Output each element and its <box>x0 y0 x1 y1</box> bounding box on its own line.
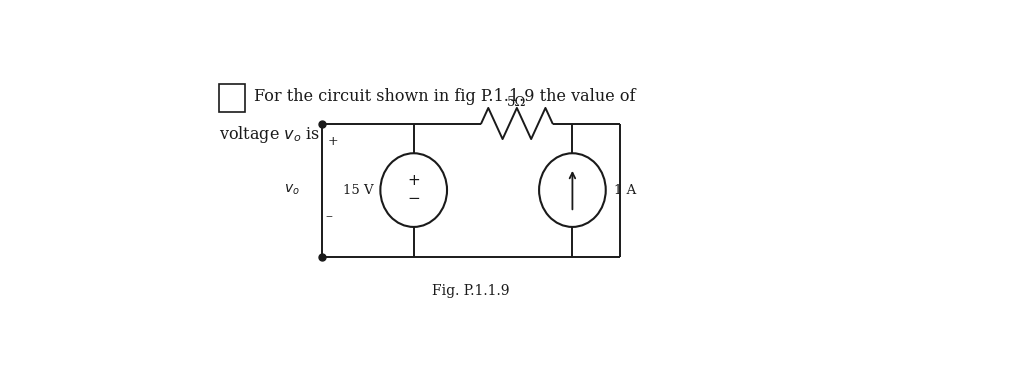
Text: voltage $v_o$ is: voltage $v_o$ is <box>219 124 321 145</box>
Text: $v_o$: $v_o$ <box>285 183 300 197</box>
Text: −: − <box>408 191 420 205</box>
Text: Fig. P.1.1.9: Fig. P.1.1.9 <box>432 284 510 298</box>
Bar <box>219 84 245 112</box>
Text: +: + <box>328 135 338 148</box>
Text: –: – <box>326 209 333 223</box>
Text: For the circuit shown in fig P.1.1.9 the value of: For the circuit shown in fig P.1.1.9 the… <box>254 88 636 105</box>
Text: 5Ω: 5Ω <box>507 96 526 109</box>
Ellipse shape <box>380 153 447 227</box>
Text: 1 A: 1 A <box>613 184 636 197</box>
Text: +: + <box>408 173 420 188</box>
Text: 15 V: 15 V <box>343 184 374 197</box>
Ellipse shape <box>539 153 606 227</box>
